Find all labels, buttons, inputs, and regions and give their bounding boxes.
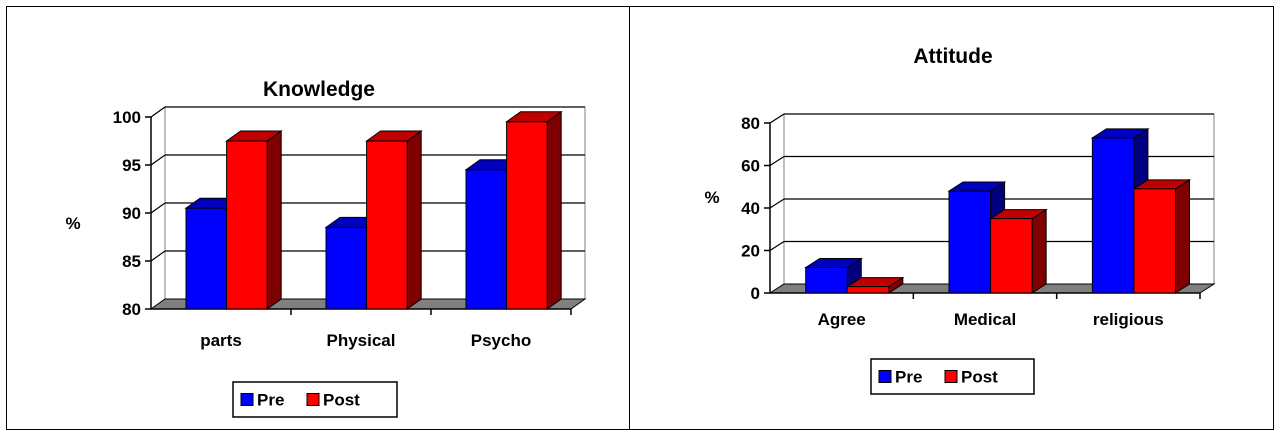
- knowledge-chart: 80 85 90 95 100 parts Physical Psycho Knowledge%…: [65, 78, 587, 418]
- attitude-y-axis-label: %: [704, 188, 719, 207]
- knowledge-bar-pre-psycho: [465, 169, 508, 310]
- knowledge-legend-swatch-pre: [240, 393, 254, 406]
- knowledge-category-label: parts: [200, 331, 242, 350]
- knowledge-y-tick-label: 90: [122, 204, 141, 223]
- attitude-bar-post-religious: [1133, 188, 1176, 294]
- knowledge-bar-pre-parts: [185, 207, 228, 310]
- knowledge-bar-post-parts: [226, 140, 268, 310]
- knowledge-y-tick-label: 95: [122, 156, 141, 175]
- attitude-category-label: Agree: [818, 310, 866, 329]
- knowledge-bar-pre-physical: [325, 226, 368, 310]
- attitude-bar-pre-medical: [948, 190, 992, 294]
- knowledge-bar-post-physical: [366, 140, 408, 310]
- knowledge-chart-panel: 80 85 90 95 100 parts Physical Psycho Knowledge%…: [6, 6, 630, 430]
- attitude-gridline-side: [769, 113, 785, 124]
- knowledge-y-tick-label: 100: [113, 108, 141, 127]
- attitude-legend-swatch-pre: [878, 370, 892, 383]
- attitude-legend-label-pre: Pre: [895, 368, 922, 387]
- knowledge-bar-post-psycho-side: [546, 110, 562, 310]
- attitude-chart-panel: 0 20 40 60 80 Agree Medical religious Attitude% P…: [629, 6, 1274, 430]
- knowledge-y-tick-label: 85: [122, 252, 141, 271]
- attitude-chart: 0 20 40 60 80 Agree Medical religious Attitude% P…: [704, 45, 1216, 395]
- attitude-y-tick-label: 40: [741, 199, 760, 218]
- knowledge-bar-post-parts-side: [266, 130, 282, 310]
- attitude-bar-post-medical-side: [1031, 208, 1047, 294]
- knowledge-y-axis-label: %: [65, 214, 80, 233]
- knowledge-category-label: Physical: [327, 331, 396, 350]
- knowledge-y-tick-label: 80: [122, 300, 141, 319]
- knowledge-gridline-side: [150, 154, 166, 166]
- knowledge-category-label: Psycho: [471, 331, 531, 350]
- knowledge-legend-label-post: Post: [323, 391, 360, 410]
- attitude-bar-pre-religious: [1091, 137, 1135, 294]
- knowledge-gridline-side: [150, 250, 166, 262]
- attitude-chart-title: Attitude: [913, 45, 992, 68]
- knowledge-chart-title: Knowledge: [263, 78, 375, 101]
- attitude-category-label: Medical: [954, 310, 1016, 329]
- knowledge-gridline-side: [150, 106, 166, 118]
- attitude-bar-post-medical: [990, 218, 1033, 294]
- attitude-bar-post-religious-side: [1175, 178, 1190, 294]
- attitude-legend-label-post: Post: [961, 368, 998, 387]
- attitude-gridline-side: [769, 198, 785, 209]
- attitude-y-tick-label: 0: [751, 284, 760, 303]
- knowledge-bar-post-physical-side: [406, 130, 422, 310]
- attitude-category-label: religious: [1093, 310, 1164, 329]
- knowledge-legend-label-pre: Pre: [257, 391, 284, 410]
- attitude-gridline-side: [769, 240, 785, 252]
- attitude-y-tick-label: 80: [741, 114, 760, 133]
- knowledge-bar-post-psycho: [506, 121, 548, 310]
- attitude-legend-swatch-post: [944, 370, 958, 383]
- attitude-bar-pre-agree: [805, 267, 848, 294]
- attitude-legend: [870, 358, 1035, 395]
- attitude-gridline-side: [769, 155, 785, 167]
- knowledge-gridline-side: [150, 202, 166, 214]
- attitude-y-tick-label: 60: [741, 157, 760, 176]
- attitude-bar-post-agree: [846, 286, 890, 294]
- knowledge-legend-swatch-post: [306, 393, 320, 406]
- attitude-y-tick-label: 20: [741, 242, 760, 261]
